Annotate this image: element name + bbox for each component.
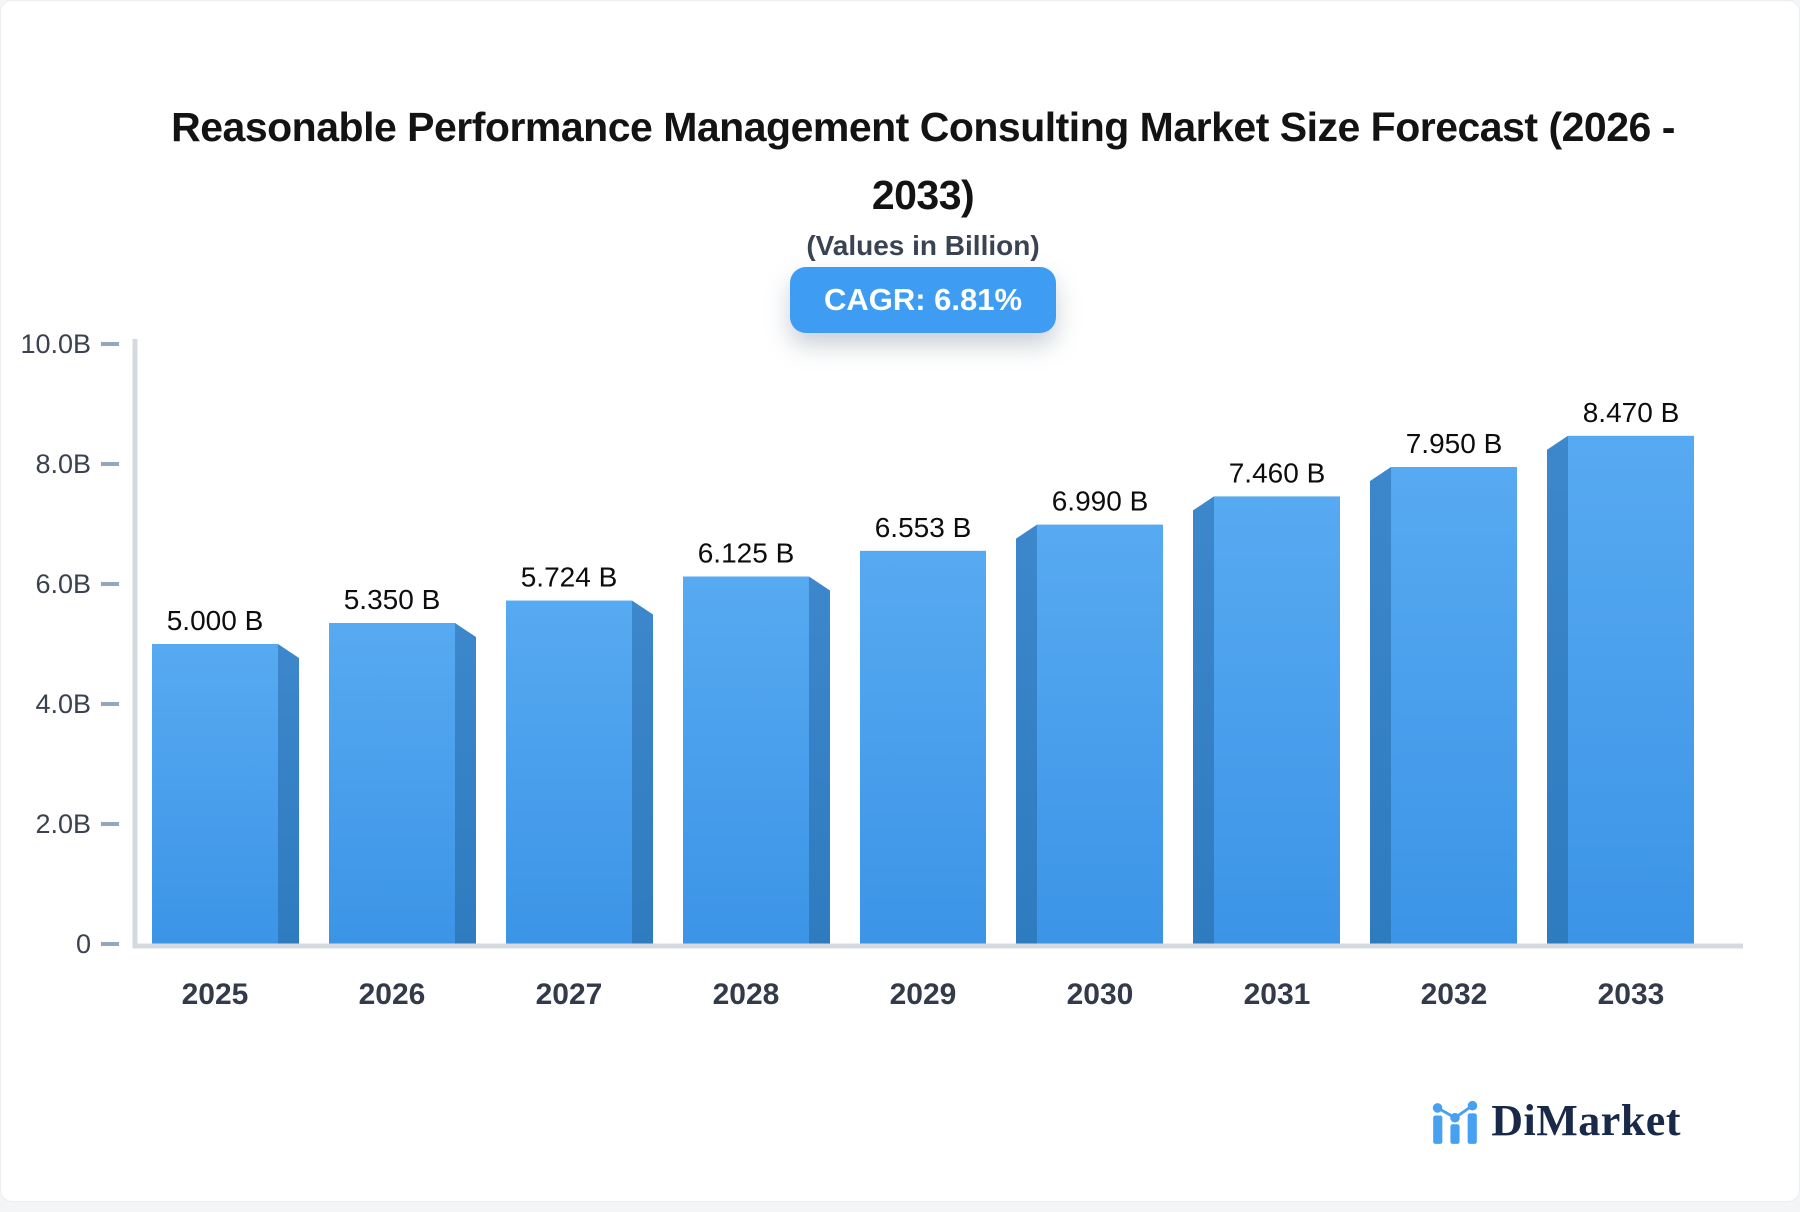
bar-2029 bbox=[860, 550, 986, 946]
bar-value-label: 5.724 B bbox=[521, 562, 618, 593]
x-axis-category-label: 2027 bbox=[536, 978, 603, 1011]
y-axis-tick-label: 4.0B bbox=[35, 689, 91, 719]
bar-value-label: 5.000 B bbox=[167, 605, 264, 636]
bar-value-label: 6.553 B bbox=[875, 512, 972, 543]
chart-title: Reasonable Performance Management Consul… bbox=[45, 93, 1800, 229]
bar-2032 bbox=[1391, 467, 1517, 946]
y-axis-tick-label: 0 bbox=[76, 929, 91, 959]
bar-2031 bbox=[1214, 496, 1340, 946]
bar-side-face bbox=[809, 576, 830, 946]
bar-2030 bbox=[1037, 524, 1163, 946]
bar-value-label: 5.350 B bbox=[344, 584, 441, 615]
bar-side-face bbox=[455, 623, 476, 946]
chart-subtitle: (Values in Billion) bbox=[806, 230, 1040, 261]
chart-title-line-1: Reasonable Performance Management Consul… bbox=[171, 104, 1675, 150]
mini-bar-chart-icon bbox=[1433, 1100, 1478, 1144]
chart-title-line-2: 2033) bbox=[871, 172, 975, 218]
chart-header: Reasonable Performance Management Consul… bbox=[45, 1, 1800, 333]
bar-side-face bbox=[278, 644, 299, 946]
bar-side-face bbox=[1370, 467, 1391, 946]
bar-chart: 0 2.0B 4.0B 6.0B 8.0B 10.0B 5.000 B 2025 5.350 B… bbox=[20, 329, 1743, 1011]
x-axis-category-label: 2032 bbox=[1421, 978, 1488, 1011]
x-axis-category-label: 2026 bbox=[359, 978, 426, 1011]
y-axis-tick-label: 2.0B bbox=[35, 809, 91, 839]
bar-side-face bbox=[1193, 496, 1214, 946]
x-axis-category-label: 2031 bbox=[1244, 978, 1311, 1011]
bar-value-label: 7.950 B bbox=[1406, 428, 1503, 459]
x-axis-category-label: 2025 bbox=[182, 978, 249, 1011]
bar-side-face bbox=[632, 600, 653, 946]
y-axis-tick-label: 8.0B bbox=[35, 449, 91, 479]
bar-2033 bbox=[1568, 435, 1694, 946]
bar-2026 bbox=[329, 623, 455, 946]
bar-value-label: 6.990 B bbox=[1052, 486, 1149, 517]
bar-value-label: 6.125 B bbox=[698, 538, 795, 569]
cagr-badge: CAGR: 6.81% bbox=[789, 267, 1057, 333]
bar-2025 bbox=[152, 644, 278, 946]
y-axis-tick-label: 10.0B bbox=[20, 329, 91, 359]
x-axis-category-label: 2028 bbox=[713, 978, 780, 1011]
y-axis-tick-label: 6.0B bbox=[35, 569, 91, 599]
x-axis-category-label: 2030 bbox=[1067, 978, 1134, 1011]
bar-side-face bbox=[1547, 435, 1568, 946]
bar-value-label: 8.470 B bbox=[1583, 397, 1680, 428]
brand-logo: DiMarket bbox=[1431, 1095, 1681, 1146]
x-axis-category-label: 2033 bbox=[1598, 978, 1665, 1011]
bar-side-face bbox=[1016, 524, 1037, 946]
bar-2028 bbox=[683, 576, 809, 946]
brand-name: DiMarket bbox=[1491, 1096, 1681, 1145]
bar-2027 bbox=[506, 600, 632, 946]
bar-value-label: 7.460 B bbox=[1229, 457, 1326, 488]
x-axis-category-label: 2029 bbox=[890, 978, 957, 1011]
